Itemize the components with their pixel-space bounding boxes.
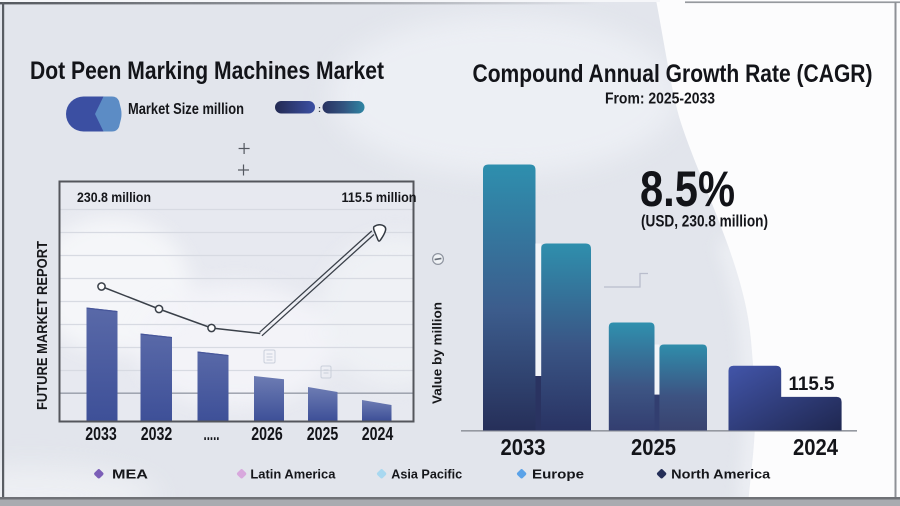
svg-text:2033: 2033 — [85, 424, 117, 444]
svg-text:From: 2025-2033: From: 2025-2033 — [605, 91, 715, 108]
svg-text:115.5: 115.5 — [789, 374, 835, 395]
svg-text:2025: 2025 — [631, 434, 676, 460]
svg-text:.....: ..... — [204, 424, 220, 444]
svg-text:Dot Peen Marking Machines Mark: Dot Peen Marking Machines Market — [30, 57, 385, 85]
svg-text:8.5%: 8.5% — [640, 161, 735, 217]
svg-text:115.5 million: 115.5 million — [342, 189, 417, 205]
svg-text:Europe: Europe — [532, 467, 584, 482]
svg-text:2033: 2033 — [501, 434, 546, 460]
svg-text:MEA: MEA — [112, 467, 149, 482]
svg-text:Market Size million: Market Size million — [128, 101, 244, 118]
svg-text::: : — [318, 104, 321, 114]
svg-text:Compound Annual Growth Rate (C: Compound Annual Growth Rate (CAGR) — [473, 60, 873, 88]
svg-text:Asia Pacific: Asia Pacific — [391, 467, 462, 482]
svg-text:Value by million: Value by million — [430, 302, 445, 404]
svg-text:2026: 2026 — [251, 424, 283, 444]
svg-text:North America: North America — [671, 467, 771, 482]
svg-text:2032: 2032 — [141, 424, 173, 444]
svg-text:Latin America: Latin America — [250, 467, 336, 482]
svg-text:2025: 2025 — [307, 424, 339, 444]
svg-text:2024: 2024 — [793, 434, 838, 460]
svg-text:(USD, 230.8 million): (USD, 230.8 million) — [641, 213, 768, 231]
svg-text:FUTURE MARKET REPORT: FUTURE MARKET REPORT — [34, 241, 51, 410]
svg-text:2024: 2024 — [362, 424, 394, 444]
svg-text:230.8 million: 230.8 million — [77, 189, 151, 205]
